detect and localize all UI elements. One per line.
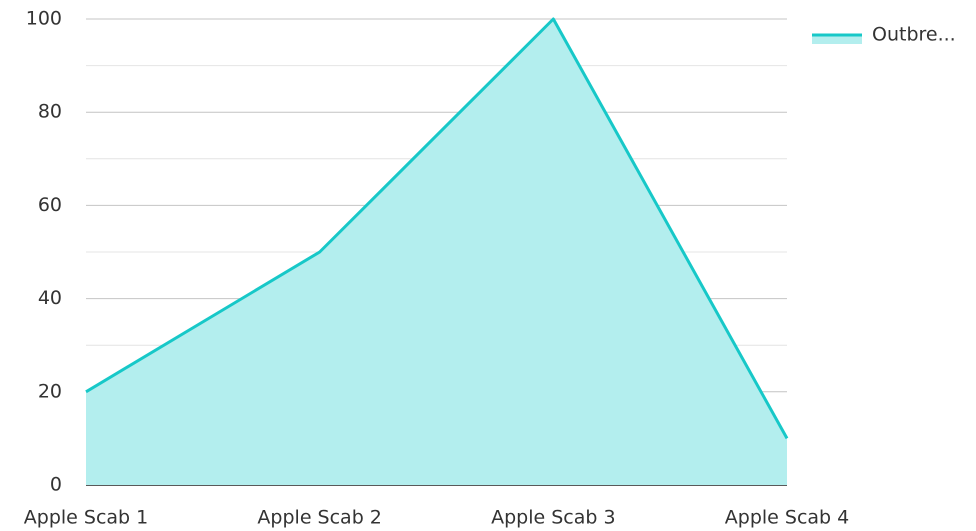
legend-label: Outbre... xyxy=(872,24,956,46)
y-tick-label: 0 xyxy=(50,474,62,496)
x-tick-label: Apple Scab 4 xyxy=(725,507,849,529)
y-tick-label: 100 xyxy=(26,8,62,30)
legend-swatch-fill xyxy=(812,35,862,44)
x-tick-label: Apple Scab 2 xyxy=(257,507,381,529)
y-tick-label: 60 xyxy=(38,194,62,216)
area-line xyxy=(85,17,789,440)
y-tick-label: 40 xyxy=(38,287,62,309)
x-tick-label: Apple Scab 1 xyxy=(24,507,148,529)
area-fill xyxy=(86,19,787,485)
x-tick-label: Apple Scab 3 xyxy=(491,507,615,529)
y-tick-label: 20 xyxy=(38,380,62,402)
y-tick-label: 80 xyxy=(38,101,62,123)
